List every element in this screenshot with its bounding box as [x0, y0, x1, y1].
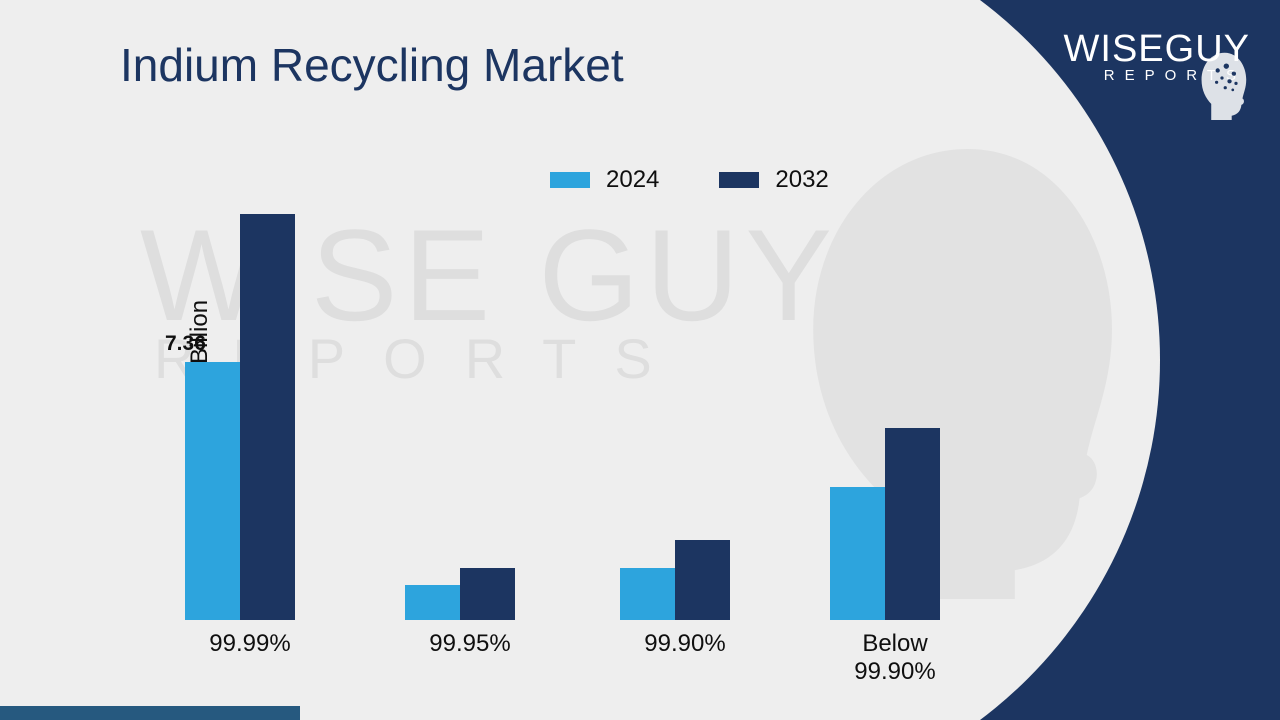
bar-group: 99.90% — [620, 540, 750, 621]
bar — [885, 428, 940, 621]
legend-label-2032: 2032 — [775, 166, 828, 194]
bar — [240, 214, 295, 620]
bar — [460, 568, 515, 621]
bar-group: 99.95% — [405, 568, 535, 621]
bar-value-label: 7.36 — [165, 332, 206, 356]
x-axis-label: 99.90% — [595, 630, 775, 658]
legend-item-2032: 2032 — [719, 166, 828, 194]
brand-head-icon — [1192, 50, 1252, 120]
legend-label-2024: 2024 — [606, 166, 659, 194]
x-axis-label: 99.95% — [380, 630, 560, 658]
bar — [185, 362, 240, 620]
bar — [675, 540, 730, 621]
bar — [620, 568, 675, 621]
x-axis-label: 99.99% — [160, 630, 340, 658]
chart-area: Market Size in USD Billion 99.99%7.3699.… — [100, 200, 940, 680]
page: WISE GUY REPORTS Indium Recycling Market… — [0, 0, 1280, 720]
legend-swatch-2032 — [719, 172, 759, 188]
legend-swatch-2024 — [550, 172, 590, 188]
bar-group: 99.99%7.36 — [185, 214, 315, 620]
chart-title: Indium Recycling Market — [120, 38, 624, 92]
brand-logo: WISEGUY REPORTS — [1064, 28, 1250, 84]
x-axis-label: Below99.90% — [805, 630, 985, 685]
footer-accent — [0, 706, 300, 720]
legend-item-2024: 2024 — [550, 166, 659, 194]
plot-area: 99.99%7.3699.95%99.90%Below99.90% — [130, 200, 940, 620]
bar — [830, 487, 885, 620]
bar — [405, 585, 460, 620]
legend: 2024 2032 — [550, 166, 829, 194]
bar-group: Below99.90% — [830, 428, 960, 621]
